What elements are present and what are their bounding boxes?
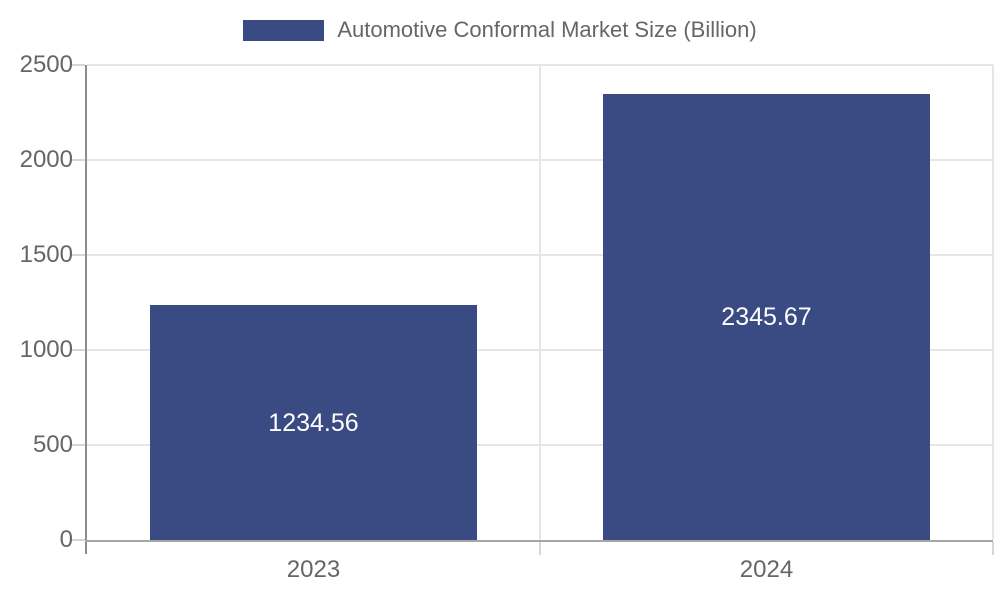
- x-axis-line: [85, 540, 993, 542]
- x-axis-tick-label: 2024: [739, 556, 794, 583]
- y-axis-tick-label: 500: [32, 431, 73, 458]
- x-gridline: [992, 65, 994, 540]
- x-axis-tick-label: 2023: [286, 556, 341, 583]
- x-axis-tick: [992, 542, 994, 555]
- y-axis-tick: [72, 444, 85, 446]
- y-axis-tick: [72, 254, 85, 256]
- y-axis-tick-label: 0: [59, 526, 73, 553]
- y-axis-tick-label: 1500: [19, 241, 73, 268]
- legend-label: Automotive Conformal Market Size (Billio…: [337, 17, 757, 42]
- y-axis-tick: [72, 539, 85, 541]
- bar-value-label: 2345.67: [721, 303, 812, 332]
- y-axis-tick-label: 1000: [19, 336, 73, 363]
- chart-legend: Automotive Conformal Market Size (Billio…: [0, 18, 1000, 42]
- bar-2023: 1234.56: [150, 305, 477, 540]
- y-axis-tick: [72, 64, 85, 66]
- x-axis-tick: [539, 542, 541, 555]
- y-axis-tick: [72, 159, 85, 161]
- x-gridline: [539, 65, 541, 540]
- bar-value-label: 1234.56: [268, 408, 359, 437]
- legend-swatch-icon: [243, 19, 325, 41]
- y-axis-line: [85, 65, 87, 554]
- y-axis-tick-label: 2000: [19, 146, 73, 173]
- y-axis-tick-label: 2500: [19, 51, 73, 78]
- legend-item[interactable]: Automotive Conformal Market Size (Billio…: [243, 17, 757, 42]
- bar-2024: 2345.67: [603, 94, 930, 540]
- plot-area: 1234.56 2345.67: [72, 64, 994, 555]
- y-axis-tick: [72, 349, 85, 351]
